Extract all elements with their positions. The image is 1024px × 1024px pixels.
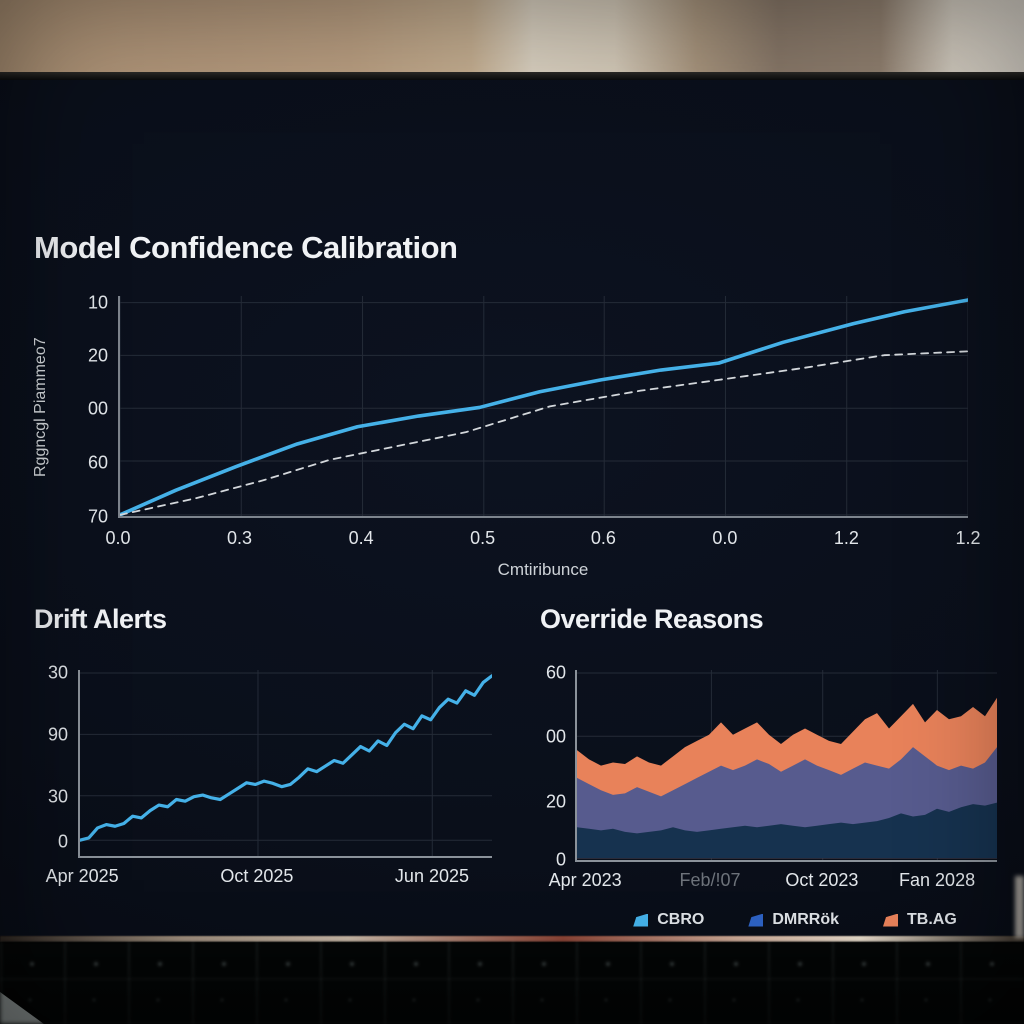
calibration-chart-canvas xyxy=(120,296,968,516)
drift-chart-canvas xyxy=(80,670,492,856)
override-y-axis-ticks: 60 00 20 0 xyxy=(522,663,566,870)
axis-tick-label: 0.6 xyxy=(590,528,616,548)
axis-tick-label: 90 xyxy=(47,724,68,745)
axis-tick-label: 0.0 xyxy=(105,528,131,548)
legend-label: CBRO xyxy=(657,911,705,928)
axis-tick-label: Apr 2023 xyxy=(548,870,622,890)
override-chart-canvas xyxy=(577,670,997,860)
axis-tick-label: 0.0 xyxy=(712,528,738,548)
legend-item: DMRRök xyxy=(748,911,839,929)
axis-tick-label: 20 xyxy=(87,345,108,366)
axis-tick-label: Feb/!07 xyxy=(679,870,741,890)
laptop-top-edge xyxy=(0,72,1024,80)
legend-item: TB.AG xyxy=(883,911,957,929)
axis-tick-label: 0.5 xyxy=(470,528,496,548)
calibration-y-axis-label: Rggncgl Piammeo7 xyxy=(32,337,49,477)
axis-tick-label: 1.2 xyxy=(955,528,981,548)
calibration-chart-title: Model Confidence Calibration xyxy=(34,230,458,265)
axis-tick-label: Jun 2025 xyxy=(394,866,470,886)
drift-alerts-title: Drift Alerts xyxy=(34,604,167,634)
axis-tick-label: 20 xyxy=(545,791,566,812)
axis-tick-label: 60 xyxy=(87,452,108,472)
axis-tick-label: Apr 2025 xyxy=(45,866,119,886)
axis-tick-label: Oct 2025 xyxy=(220,866,294,886)
legend-triangle-icon xyxy=(748,913,764,927)
laptop-screen-dashboard: Model Confidence Calibration 10 20 00 60 70 … xyxy=(0,80,1024,936)
axis-tick-label: 1.2 xyxy=(833,528,859,548)
axis-tick-label: 00 xyxy=(545,726,566,747)
axis-tick-label: 70 xyxy=(87,506,108,527)
room-background xyxy=(0,0,1024,78)
keyboard-shadow xyxy=(0,942,1024,1024)
drift-x-axis-ticks: Apr 2025 Oct 2025 Jun 2025 xyxy=(46,866,492,890)
axis-tick-label: 60 xyxy=(545,662,566,683)
chart-legend: CBRO DMRRök TB.AG xyxy=(575,911,1015,929)
calibration-model-curve xyxy=(120,300,968,515)
calibration-reference-dashed xyxy=(120,351,968,515)
calibration-y-axis-ticks: 10 20 00 60 70 xyxy=(56,292,108,526)
legend-triangle-icon xyxy=(633,913,649,927)
axis-tick-label: 00 xyxy=(87,398,108,419)
legend-label: DMRRök xyxy=(772,911,839,928)
axis-tick-label: 0.3 xyxy=(227,528,253,548)
axis-tick-label: 30 xyxy=(47,662,68,683)
axis-tick-label: Fan 2028 xyxy=(899,870,976,890)
bezel-highlight xyxy=(1015,876,1024,938)
override-plot-area xyxy=(575,670,997,862)
legend-triangle-icon xyxy=(883,913,898,927)
axis-tick-label: Oct 2023 xyxy=(785,870,859,890)
drift-y-axis-ticks: 30 90 30 0 xyxy=(20,663,68,858)
override-x-axis-ticks: Apr 2023 Feb/!07 Oct 2023 Fan 2028 xyxy=(549,870,997,894)
axis-tick-label: 0 xyxy=(555,849,566,870)
axis-tick-label: 0.4 xyxy=(348,528,374,548)
calibration-x-axis-label: Cmtiribunce xyxy=(497,560,589,579)
override-reasons-title: Override Reasons xyxy=(540,604,764,634)
drift-line xyxy=(80,676,492,840)
axis-tick-label: 30 xyxy=(47,786,68,807)
axis-tick-label: 0 xyxy=(57,831,68,852)
legend-label: TB.AG xyxy=(907,911,957,928)
laptop-hinge xyxy=(0,936,1024,942)
calibration-plot-area xyxy=(118,296,968,518)
axis-tick-label: 10 xyxy=(87,292,108,313)
calibration-x-axis-ticks: 0.0 0.3 0.4 0.5 0.6 0.0 1.2 1.2 xyxy=(105,528,980,552)
override-navy-layer xyxy=(577,802,997,859)
legend-item: CBRO xyxy=(633,911,704,929)
drift-plot-area xyxy=(78,670,492,858)
